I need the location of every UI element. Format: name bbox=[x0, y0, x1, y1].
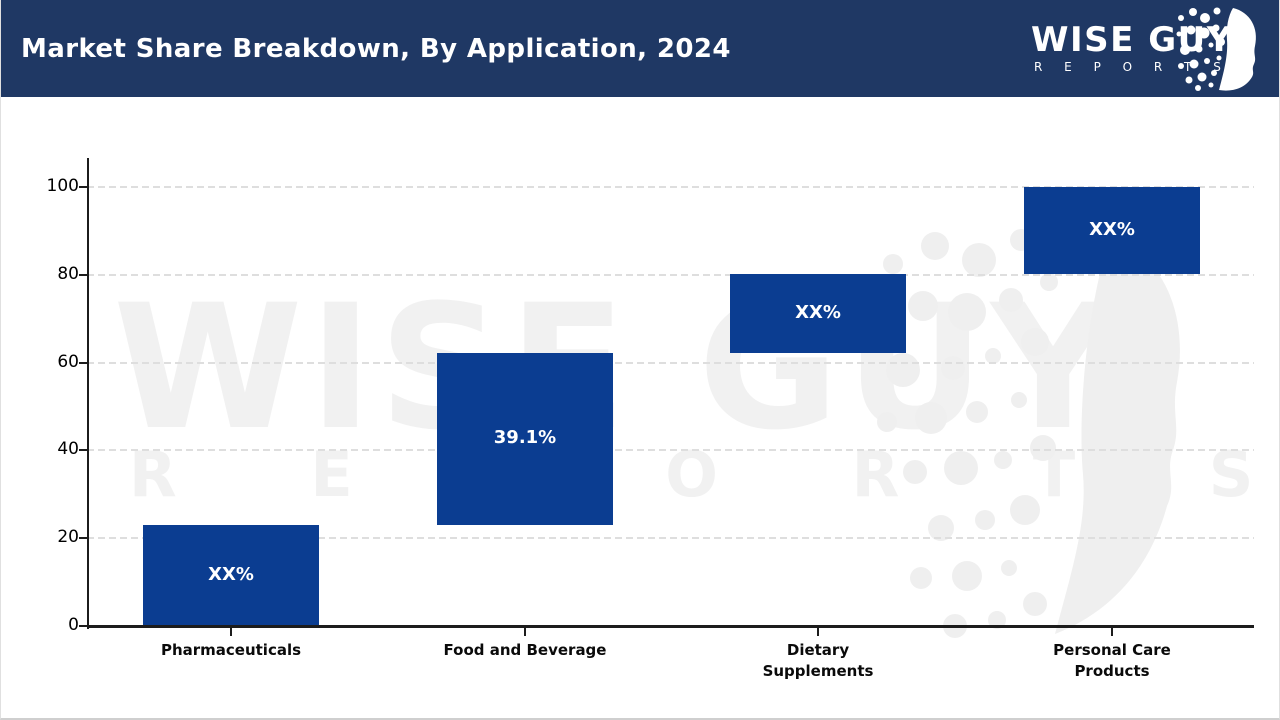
x-axis-line bbox=[87, 625, 1254, 628]
y-tick-label: 60 bbox=[57, 351, 79, 372]
bar-value-label: 39.1% bbox=[493, 427, 557, 449]
x-tick-label: Dietary Supplements bbox=[762, 641, 874, 680]
watermark-dotted-head-icon bbox=[873, 229, 1180, 638]
bar-value-label: XX% bbox=[795, 301, 841, 323]
y-tick-label: 100 bbox=[46, 176, 79, 196]
x-tick-mark bbox=[230, 628, 232, 636]
x-tick-label: Food and Beverage bbox=[443, 641, 607, 659]
header-banner: Market Share Breakdown, By Application, … bbox=[1, 0, 1279, 97]
bar-segment bbox=[437, 353, 613, 526]
y-tick-mark bbox=[79, 186, 87, 188]
x-tick-mark bbox=[1111, 628, 1113, 636]
y-tick-label: 80 bbox=[57, 263, 79, 284]
bar-segment bbox=[1024, 187, 1200, 275]
gridline bbox=[87, 537, 1254, 540]
y-tick-label: 20 bbox=[57, 527, 79, 548]
y-axis-line bbox=[87, 158, 89, 629]
y-tick-mark bbox=[79, 361, 87, 364]
bar-segment bbox=[730, 274, 906, 354]
x-tick-mark bbox=[524, 628, 526, 636]
y-tick-mark bbox=[79, 537, 87, 540]
x-tick-label: Pharmaceuticals bbox=[160, 641, 302, 659]
gridline bbox=[87, 186, 1254, 188]
wiseguy-logo: WISE GUY R E P O R T S bbox=[1013, 6, 1263, 92]
bar-segment bbox=[143, 525, 319, 626]
bar-value-label: XX% bbox=[208, 563, 254, 585]
x-tick-label: Personal Care Products bbox=[1053, 641, 1171, 680]
logo-reports-text: R E P O R T S bbox=[1034, 60, 1230, 74]
gridline bbox=[87, 449, 1254, 452]
y-tick-mark bbox=[79, 273, 87, 276]
y-tick-mark bbox=[79, 625, 87, 627]
logo-dotted-head-icon bbox=[1176, 7, 1256, 91]
gridline bbox=[87, 361, 1254, 364]
y-tick-label: 0 bbox=[68, 615, 79, 635]
bar-value-label: XX% bbox=[1089, 218, 1135, 240]
page-title: Market Share Breakdown, By Application, … bbox=[21, 33, 731, 64]
gridline bbox=[87, 273, 1254, 276]
y-tick-label: 40 bbox=[57, 439, 79, 460]
x-tick-mark bbox=[817, 628, 819, 636]
y-tick-mark bbox=[79, 449, 87, 452]
